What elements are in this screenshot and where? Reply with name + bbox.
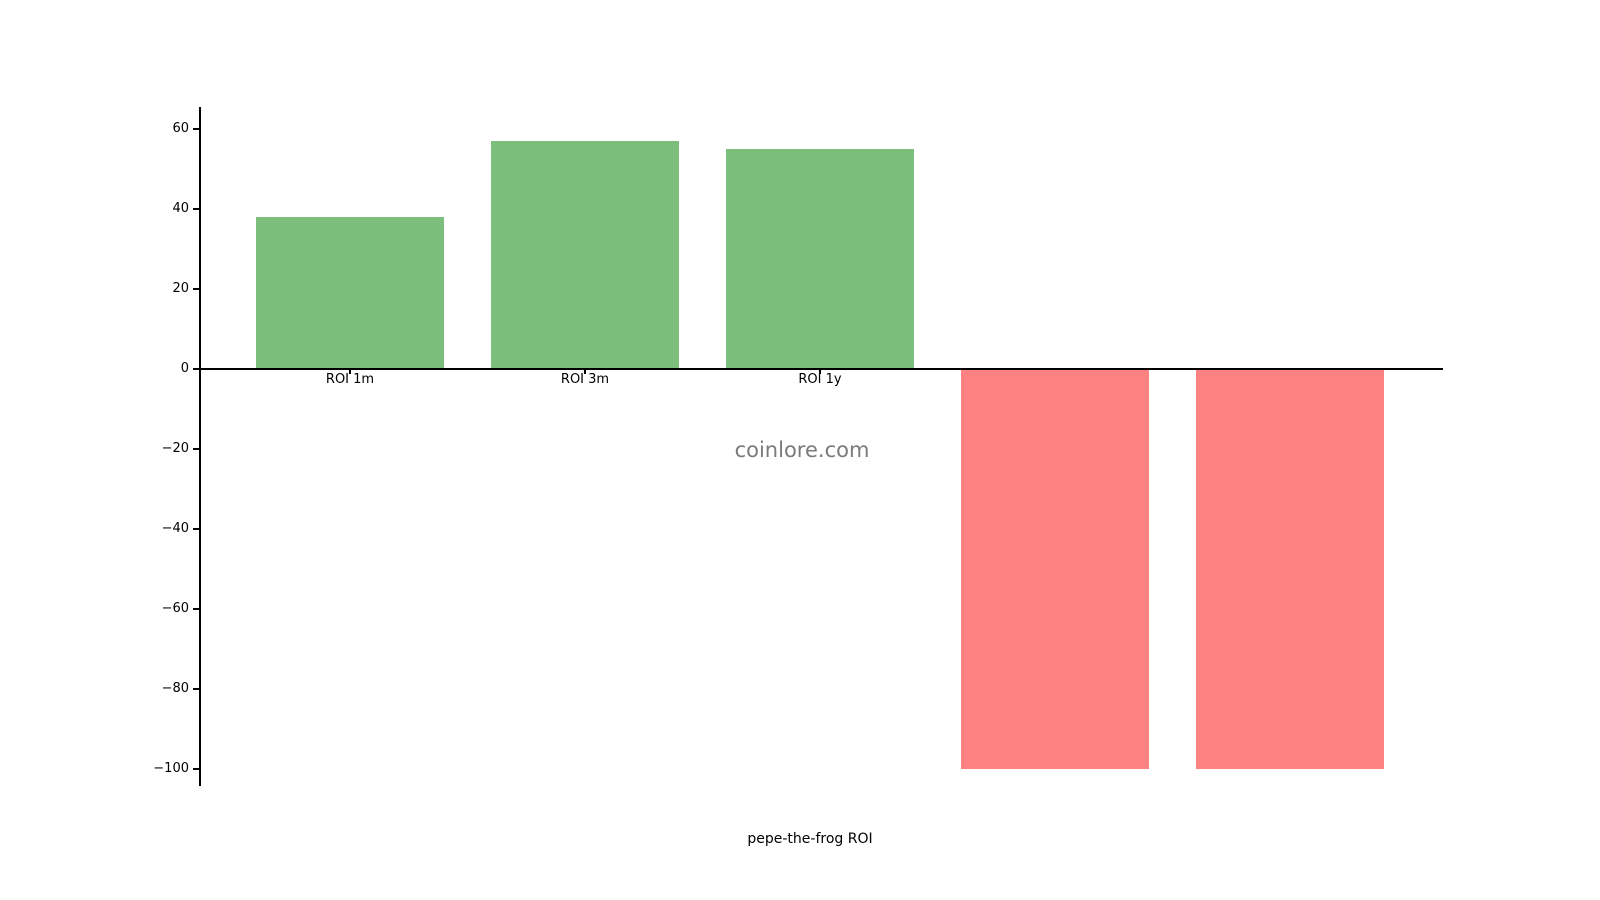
y-tick-mark — [193, 608, 199, 610]
y-tick-mark — [193, 208, 199, 210]
y-tick-mark — [193, 288, 199, 290]
y-tick-mark — [193, 768, 199, 770]
bar — [1196, 369, 1384, 769]
watermark: coinlore.com — [734, 438, 870, 462]
y-axis-line — [199, 107, 201, 786]
y-tick-label: 40 — [172, 201, 189, 216]
y-tick-label: 0 — [180, 361, 189, 376]
y-tick-label: −80 — [161, 681, 189, 696]
chart-title: pepe-the-frog ROI — [747, 831, 873, 847]
y-tick-label: −60 — [161, 601, 189, 616]
x-tick-label: ROI 1m — [325, 372, 375, 387]
bar — [726, 149, 914, 369]
x-axis-zero-line — [199, 368, 1443, 370]
x-tick-label: ROI 3m — [560, 372, 610, 387]
y-tick-mark — [193, 688, 199, 690]
y-tick-mark — [193, 128, 199, 130]
y-tick-label: −20 — [161, 441, 189, 456]
y-tick-label: 20 — [172, 281, 189, 296]
y-tick-label: −40 — [161, 521, 189, 536]
y-tick-label: −100 — [153, 761, 189, 776]
x-tick-mark — [584, 369, 586, 374]
y-tick-mark — [193, 368, 199, 370]
bar — [491, 141, 679, 369]
y-tick-label: 60 — [172, 121, 189, 136]
bar — [256, 217, 444, 369]
x-tick-mark — [349, 369, 351, 374]
x-tick-label: ROI 1y — [798, 372, 842, 387]
bar — [961, 369, 1149, 769]
y-tick-mark — [193, 528, 199, 530]
x-tick-mark — [819, 369, 821, 374]
y-tick-mark — [193, 448, 199, 450]
